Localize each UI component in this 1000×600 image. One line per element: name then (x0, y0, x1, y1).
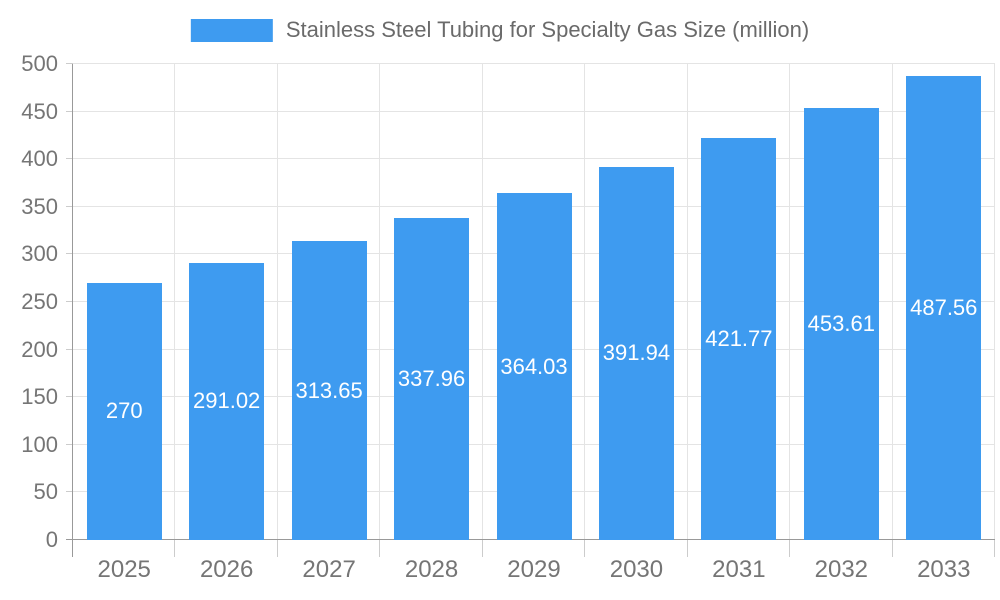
x-axis-label: 2032 (814, 556, 869, 583)
y-axis-label: 350 (21, 193, 58, 219)
x-axis-tick (174, 540, 176, 557)
bar-value-label: 421.77 (705, 326, 773, 352)
y-axis-label: 300 (21, 241, 58, 267)
y-axis-label: 500 (21, 51, 58, 76)
bar-value-label: 364.03 (500, 353, 568, 379)
y-axis-label: 50 (33, 479, 58, 505)
x-axis-label: 2033 (917, 556, 971, 583)
legend-item[interactable]: Stainless Steel Tubing for Specialty Gas… (190, 17, 810, 43)
x-axis-tick (891, 540, 893, 557)
x-axis-tick (686, 540, 688, 557)
x-axis-tick (276, 540, 278, 557)
x-axis-label: 2026 (199, 556, 254, 583)
grid-line-vertical (276, 64, 278, 540)
x-axis-tick (379, 540, 381, 557)
y-axis-label: 0 (45, 527, 58, 552)
bar-value-label: 453.61 (807, 311, 875, 337)
x-axis-tick (994, 540, 995, 557)
x-axis-label: 2028 (404, 556, 459, 583)
grid-line-vertical (789, 64, 791, 540)
grid-line-vertical (379, 64, 381, 540)
bar-value-label: 337.96 (397, 366, 466, 392)
bar (189, 262, 265, 540)
bar (291, 241, 367, 540)
grid-line-horizontal (73, 63, 995, 64)
bar (496, 193, 572, 540)
x-axis-tick (789, 540, 791, 557)
grid-line-vertical (481, 64, 483, 540)
grid-line-vertical (174, 64, 176, 540)
bar-value-label: 291.02 (193, 388, 261, 414)
x-axis-label: 2025 (97, 556, 151, 583)
x-axis-label: 2030 (609, 556, 664, 583)
y-axis-label: 150 (21, 384, 58, 410)
bar (803, 108, 879, 540)
x-axis-label: 2027 (302, 556, 356, 583)
x-axis-label: 2029 (507, 556, 561, 583)
x-axis-label: 2031 (712, 556, 766, 583)
bar (701, 138, 777, 540)
y-axis-label: 200 (21, 336, 58, 362)
bar-value-label: 313.65 (295, 377, 363, 403)
y-axis-label: 400 (21, 146, 58, 172)
x-axis-tick (481, 540, 483, 557)
y-axis-label: 100 (21, 431, 58, 457)
bar (394, 218, 470, 540)
y-axis-label: 250 (21, 289, 58, 314)
legend-swatch (190, 18, 273, 42)
grid-line-vertical (686, 64, 688, 540)
chart-title: Stainless Steel Tubing for Specialty Gas… (285, 17, 810, 42)
bar (906, 75, 982, 540)
y-axis-label: 450 (21, 98, 58, 124)
bar-value-label: 487.56 (910, 294, 978, 320)
x-axis-tick (584, 540, 586, 557)
grid-line-vertical (584, 64, 586, 540)
bar (86, 282, 162, 540)
bar-value-label: 391.94 (602, 340, 671, 366)
y-axis-line (72, 64, 73, 557)
bar (598, 166, 674, 540)
bar-value-label: 270 (105, 398, 143, 424)
